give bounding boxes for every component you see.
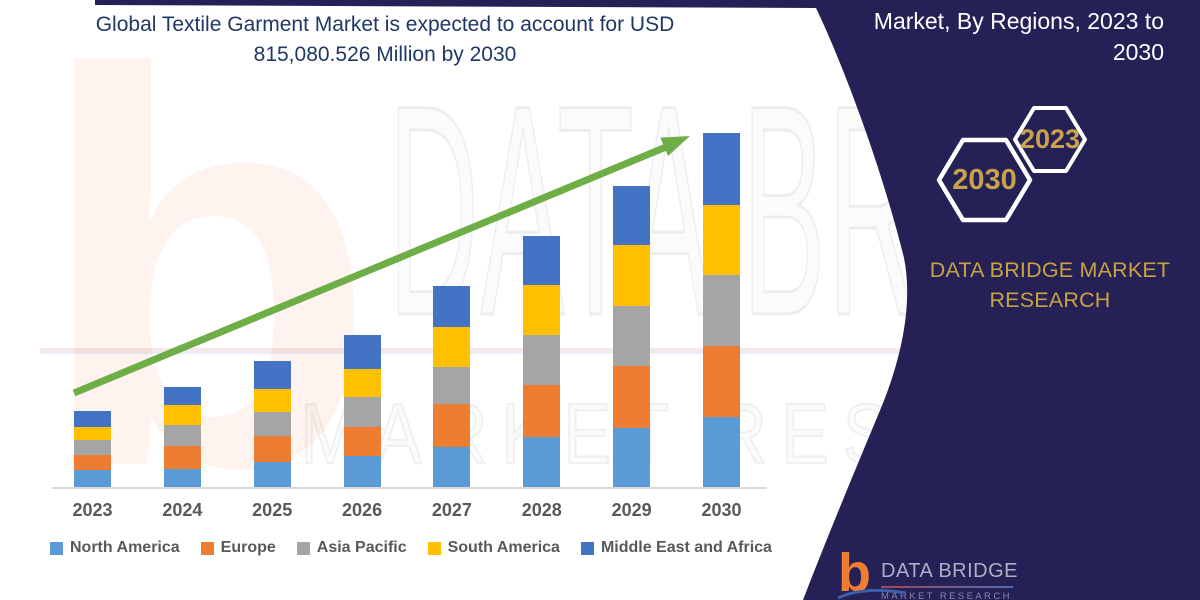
bar-segment-north-america — [74, 469, 111, 487]
bar-segment-south-america — [613, 244, 651, 306]
bar-segment-europe — [343, 426, 381, 457]
bar-segment-middle-east-and-africa — [343, 335, 381, 369]
bar-segment-south-america — [433, 326, 471, 367]
legend-swatch — [50, 541, 63, 555]
footer-logo-underline — [881, 586, 1013, 588]
x-axis-label: 2030 — [701, 500, 742, 520]
legend-swatch — [200, 541, 214, 555]
bar-segment-asia-pacific — [253, 411, 291, 437]
trend-arrow-shaft — [72, 143, 668, 397]
bar-segment-north-america — [343, 456, 381, 487]
legend-swatch — [580, 541, 594, 555]
legend-item: Middle East and Africa — [580, 539, 772, 557]
bar-segment-europe — [74, 454, 111, 470]
bar-segment-europe — [702, 345, 740, 417]
bar-segment-europe — [253, 436, 291, 462]
chart-title-line1: Global Textile Garment Market is expecte… — [95, 13, 675, 36]
bar-segment-asia-pacific — [613, 305, 651, 366]
footer-logo-name: DATA BRIDGE — [881, 560, 1019, 582]
bar-segment-middle-east-and-africa — [613, 185, 651, 245]
legend-label: South America — [447, 539, 560, 556]
bar-segment-south-america — [523, 285, 561, 336]
legend-label: Asia Pacific — [316, 539, 407, 556]
legend-swatch — [427, 541, 441, 555]
bar-segment-south-america — [702, 205, 740, 276]
brand-text-line1: DATA BRIDGE MARKET — [929, 258, 1171, 282]
footer-logo-swoosh-icon — [837, 588, 907, 600]
bar-segment-south-america — [163, 404, 201, 425]
bar-segment-europe — [523, 385, 561, 437]
brand-text: DATA BRIDGE MARKET RESEARCH — [925, 255, 1175, 315]
panel-heading: Market, By Regions, 2023 to 2030 — [834, 6, 1164, 68]
bar-segment-middle-east-and-africa — [163, 387, 201, 405]
bar-segment-north-america — [613, 427, 651, 487]
legend-item: Asia Pacific — [296, 539, 407, 557]
legend-item: North America — [50, 539, 180, 557]
bar-segment-europe — [613, 365, 651, 428]
watermark-underline-red — [40, 348, 905, 351]
bar-segment-south-america — [343, 368, 381, 397]
chart-title: Global Textile Garment Market is expecte… — [35, 10, 735, 70]
bar-segment-north-america — [702, 416, 740, 487]
legend-label: Middle East and Africa — [600, 539, 772, 556]
hexagon-2023 — [1013, 106, 1087, 173]
bar-segment-south-america — [253, 388, 291, 412]
bar-segment-middle-east-and-africa — [702, 133, 740, 206]
x-axis-label: 2028 — [521, 500, 562, 520]
side-panel-wedge — [95, 0, 1200, 600]
legend-label: North America — [70, 539, 180, 556]
x-axis-label: 2029 — [611, 500, 652, 520]
hexagon-2023-label: 2023 — [1019, 124, 1081, 154]
hexagon-2030-label: 2030 — [952, 163, 1017, 196]
bar-segment-asia-pacific — [163, 424, 201, 446]
x-axis-label: 2025 — [252, 500, 293, 520]
panel-heading-line2: 2030 — [1112, 39, 1164, 65]
watermark-underline-blue — [40, 351, 905, 354]
bar-segment-middle-east-and-africa — [433, 286, 471, 327]
trend-arrow-head — [660, 136, 690, 156]
legend-label: Europe — [220, 539, 276, 556]
bar-segment-middle-east-and-africa — [74, 410, 111, 427]
x-axis-label: 2026 — [342, 500, 383, 520]
footer-logo-subtitle: MARKET RESEARCH — [881, 591, 1012, 600]
legend-item: Europe — [200, 539, 276, 557]
bar-segment-europe — [163, 445, 201, 469]
footer-logo-text: DATA BRIDGE MARKET RESEARCH — [881, 560, 1018, 600]
bar-segment-asia-pacific — [433, 366, 471, 404]
bar-segment-south-america — [74, 426, 111, 441]
bar-segment-middle-east-and-africa — [523, 235, 561, 286]
x-axis-label: 2024 — [162, 500, 203, 520]
bar-segment-asia-pacific — [74, 440, 111, 455]
bar-segment-north-america — [523, 436, 561, 487]
chart-legend: North America Europe Asia Pacific South Ame… — [50, 539, 772, 557]
bar-segment-asia-pacific — [702, 275, 740, 346]
x-axis-line — [52, 487, 767, 489]
chart-title-line2: 815,080.526 Million by 2030 — [253, 43, 517, 66]
bar-segment-middle-east-and-africa — [253, 361, 291, 389]
brand-text-line2: RESEARCH — [989, 288, 1111, 312]
x-axis-label: 2027 — [431, 500, 472, 520]
bar-segment-north-america — [253, 461, 291, 487]
bar-segment-europe — [433, 403, 471, 447]
legend-item: South America — [427, 539, 560, 557]
bar-segment-asia-pacific — [343, 396, 381, 427]
panel-heading-line1: Market, By Regions, 2023 to — [873, 8, 1164, 34]
bar-segment-north-america — [163, 468, 201, 487]
bar-segment-asia-pacific — [523, 335, 561, 386]
hexagon-2030 — [936, 137, 1033, 223]
x-axis-label: 2023 — [72, 500, 113, 520]
legend-swatch — [296, 541, 310, 555]
bar-segment-north-america — [433, 446, 471, 487]
